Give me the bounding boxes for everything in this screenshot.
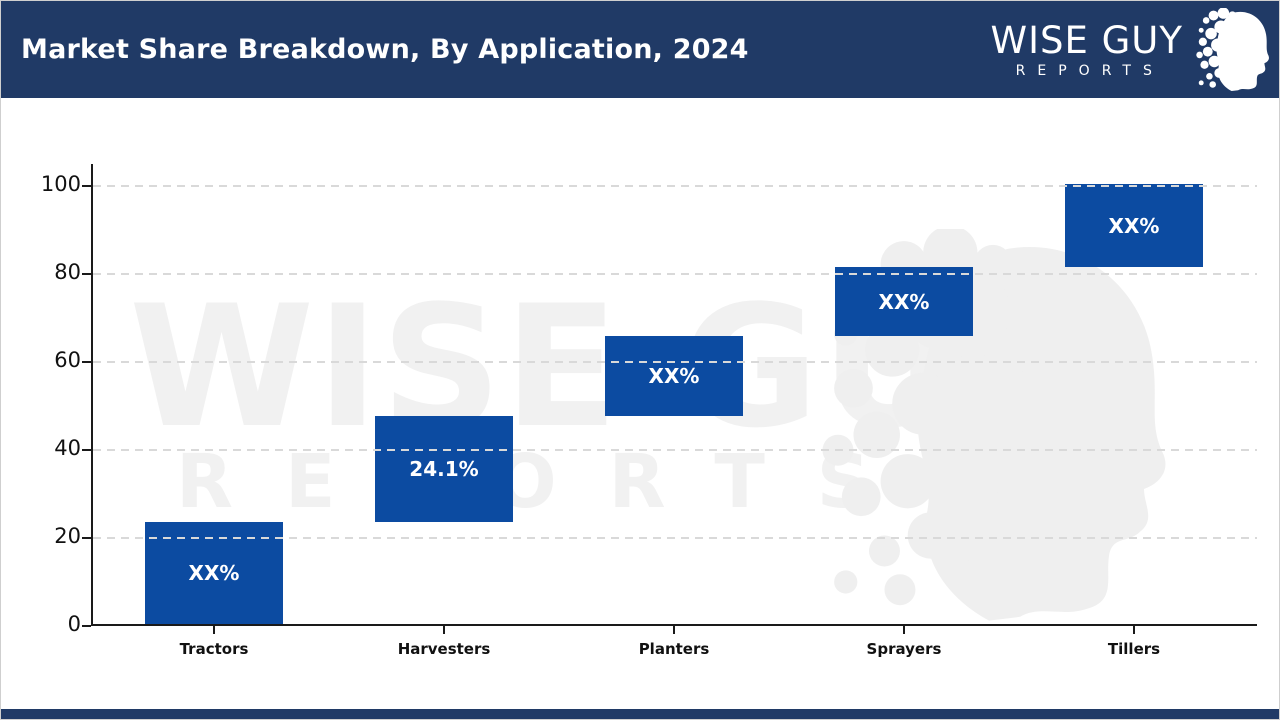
gridline-80 [93, 273, 1257, 275]
bar-tractors: XX% [145, 521, 283, 624]
footer-bar [1, 709, 1279, 719]
x-axis-tick [903, 626, 905, 634]
gridline-40 [93, 449, 1257, 451]
bar-value-label: XX% [878, 289, 930, 314]
plot-area: 0 20 40 60 80 100 XX% Tractors 24.1% Harvesters XX… [41, 164, 1257, 658]
bar-planters: XX% [605, 335, 743, 416]
x-axis-category-label: Tractors [179, 640, 249, 658]
y-axis-tick-label: 20 [54, 524, 81, 548]
y-axis-tick [82, 185, 91, 187]
y-axis-tick [82, 273, 91, 275]
page-title: Market Share Breakdown, By Application, … [21, 34, 749, 65]
x-axis-tick [673, 626, 675, 634]
y-axis-tick-label: 40 [54, 436, 81, 460]
bar-harvesters: 24.1% [375, 415, 513, 522]
bar-sprayers: XX% [835, 267, 973, 336]
wiseguy-face-icon [1193, 8, 1271, 92]
y-axis-tick [82, 449, 91, 451]
x-axis-tick [1133, 626, 1135, 634]
header-bar: Market Share Breakdown, By Application, … [1, 1, 1280, 98]
bar-value-label: 24.1% [409, 456, 479, 481]
x-axis-tick [213, 626, 215, 634]
logo-wordmark: WISE GUY [990, 18, 1183, 62]
y-axis-tick [82, 361, 91, 363]
x-axis-category-label: Harvesters [397, 640, 491, 658]
x-axis-category-label: Sprayers [866, 640, 942, 658]
logo-text: WISE GUY REPORTS [991, 22, 1183, 78]
bar-value-label: XX% [1108, 213, 1160, 238]
y-axis-tick [82, 625, 91, 627]
y-axis-tick-label: 0 [67, 612, 81, 636]
y-axis-tick-label: 60 [54, 348, 81, 372]
x-axis-tick [443, 626, 445, 634]
x-axis-category-label: Planters [638, 640, 710, 658]
bar-tillers: XX% [1065, 184, 1203, 268]
y-axis-tick-label: 80 [54, 260, 81, 284]
y-axis-tick [82, 537, 91, 539]
bar-value-label: XX% [648, 363, 700, 388]
wise-guy-reports-logo: WISE GUY REPORTS [991, 8, 1280, 92]
bar-value-label: XX% [188, 560, 240, 585]
x-axis-category-label: Tillers [1107, 640, 1161, 658]
y-axis-tick-label: 100 [40, 172, 81, 196]
logo-subtitle: REPORTS [1015, 62, 1164, 79]
